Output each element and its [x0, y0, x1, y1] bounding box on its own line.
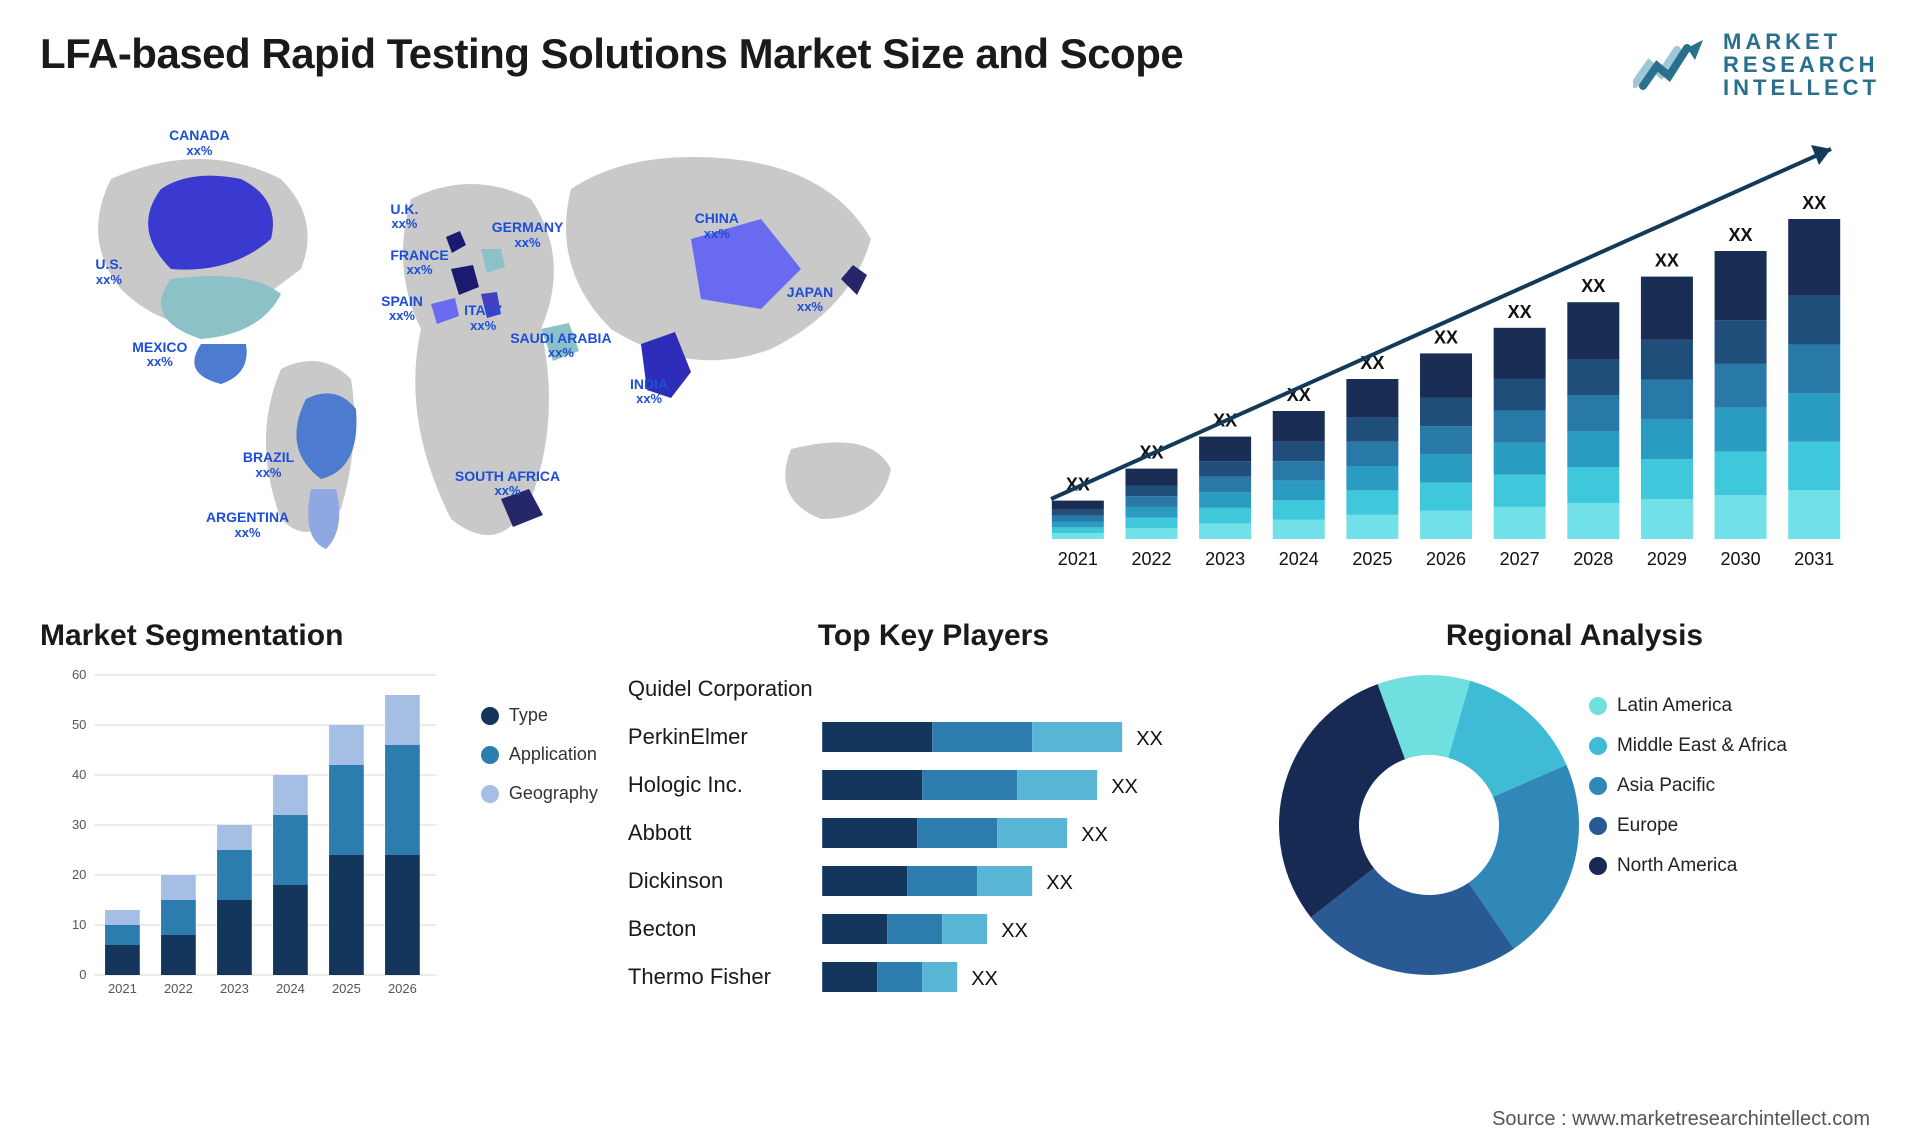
logo-line3: INTELLECT [1723, 76, 1880, 99]
regional-panel: Regional Analysis Latin America Middle Ea… [1269, 619, 1880, 1049]
map-label-japan: JAPANxx% [787, 285, 833, 315]
map-label-france: FRANCExx% [390, 248, 448, 278]
svg-text:30: 30 [72, 817, 86, 832]
svg-text:2023: 2023 [1205, 549, 1245, 569]
players-labels: Quidel CorporationPerkinElmerHologic Inc… [628, 665, 813, 1005]
svg-text:XX: XX [1655, 251, 1679, 271]
logo-line2: RESEARCH [1723, 53, 1880, 76]
svg-text:XX: XX [1136, 728, 1163, 750]
map-label-china: CHINAxx% [695, 211, 739, 241]
segmentation-chart: 0 10 20 30 40 50 60 2021 2022 2023 2024 2025 2026 [40, 665, 461, 1005]
player-becton: Becton [628, 905, 813, 953]
svg-text:2030: 2030 [1720, 549, 1760, 569]
regional-title: Regional Analysis [1269, 619, 1880, 653]
svg-text:2026: 2026 [388, 981, 417, 996]
player-dickinson: Dickinson [628, 857, 813, 905]
logo-line1: MARKET [1723, 30, 1880, 53]
logo-mark-icon [1633, 40, 1713, 90]
map-label-mexico: MEXICOxx% [132, 340, 187, 370]
region-latinamerica: Latin America [1589, 695, 1787, 717]
segmentation-legend: Type Application Geography [481, 665, 598, 1005]
players-chart: XX XX XX XX XX XX [813, 665, 1239, 1005]
map-label-india: INDIAxx% [630, 377, 668, 407]
bottom-row: Market Segmentation 0 10 20 30 40 50 60 2021 202… [40, 619, 1880, 1049]
svg-text:2021: 2021 [1058, 549, 1098, 569]
svg-text:20: 20 [72, 867, 86, 882]
svg-text:2024: 2024 [276, 981, 305, 996]
world-map: CANADAxx% U.S.xx% MEXICOxx% BRAZILxx% ARGENT… [40, 119, 962, 579]
map-label-italy: ITALYxx% [464, 303, 502, 333]
player-quidelcorporation: Quidel Corporation [628, 665, 813, 713]
svg-text:XX: XX [1581, 276, 1605, 296]
svg-text:2029: 2029 [1647, 549, 1687, 569]
player-perkinelmer: PerkinElmer [628, 713, 813, 761]
svg-text:XX: XX [1046, 872, 1073, 894]
svg-text:2022: 2022 [164, 981, 193, 996]
player-abbott: Abbott [628, 809, 813, 857]
svg-text:XX: XX [1111, 776, 1138, 798]
svg-text:XX: XX [1434, 328, 1458, 348]
brand-logo: MARKET RESEARCH INTELLECT [1633, 30, 1880, 99]
svg-text:2031: 2031 [1794, 549, 1834, 569]
svg-text:40: 40 [72, 767, 86, 782]
seg-legend-application: Application [481, 744, 598, 765]
segmentation-panel: Market Segmentation 0 10 20 30 40 50 60 2021 202… [40, 619, 598, 1049]
seg-legend-geography: Geography [481, 783, 598, 804]
map-label-southafrica: SOUTH AFRICAxx% [455, 469, 560, 499]
map-label-spain: SPAINxx% [381, 294, 423, 324]
logo-text: MARKET RESEARCH INTELLECT [1723, 30, 1880, 99]
map-label-brazil: BRAZILxx% [243, 450, 294, 480]
players-panel: Top Key Players Quidel CorporationPerkin… [628, 619, 1239, 1049]
svg-text:2025: 2025 [332, 981, 361, 996]
top-row: CANADAxx% U.S.xx% MEXICOxx% BRAZILxx% ARGENT… [40, 119, 1880, 579]
source-line: Source : www.marketresearchintellect.com [1492, 1108, 1870, 1131]
svg-text:XX: XX [1802, 193, 1826, 213]
svg-text:XX: XX [1508, 302, 1532, 322]
region-middleeastafrica: Middle East & Africa [1589, 735, 1787, 757]
regional-legend: Latin America Middle East & Africa Asia Pa… [1589, 665, 1787, 895]
map-label-saudiarabia: SAUDI ARABIAxx% [510, 331, 611, 361]
svg-text:XX: XX [1081, 824, 1108, 846]
svg-text:XX: XX [971, 968, 998, 990]
players-title: Top Key Players [628, 619, 1239, 653]
region-northamerica: North America [1589, 855, 1787, 877]
svg-text:10: 10 [72, 917, 86, 932]
svg-text:XX: XX [1001, 920, 1028, 942]
svg-text:2027: 2027 [1500, 549, 1540, 569]
svg-text:60: 60 [72, 667, 86, 682]
svg-text:XX: XX [1729, 225, 1753, 245]
svg-text:2022: 2022 [1131, 549, 1171, 569]
svg-text:2026: 2026 [1426, 549, 1466, 569]
regional-donut [1269, 665, 1589, 985]
svg-text:50: 50 [72, 717, 86, 732]
svg-text:2021: 2021 [108, 981, 137, 996]
svg-text:2023: 2023 [220, 981, 249, 996]
map-label-germany: GERMANYxx% [492, 220, 564, 250]
growth-svg: XX2021XX2022XX2023XX2024XX2025XX2026XX20… [1002, 119, 1880, 579]
segmentation-title: Market Segmentation [40, 619, 598, 653]
map-label-argentina: ARGENTINAxx% [206, 510, 289, 540]
map-label-uk: U.K.xx% [390, 202, 418, 232]
seg-legend-type: Type [481, 705, 598, 726]
svg-text:0: 0 [79, 967, 86, 982]
page-title: LFA-based Rapid Testing Solutions Market… [40, 30, 1183, 78]
svg-text:2024: 2024 [1279, 549, 1319, 569]
player-hologicinc: Hologic Inc. [628, 761, 813, 809]
region-europe: Europe [1589, 815, 1787, 837]
region-asiapacific: Asia Pacific [1589, 775, 1787, 797]
header: LFA-based Rapid Testing Solutions Market… [40, 30, 1880, 99]
growth-chart: XX2021XX2022XX2023XX2024XX2025XX2026XX20… [1002, 119, 1880, 579]
map-label-canada: CANADAxx% [169, 128, 230, 158]
player-thermofisher: Thermo Fisher [628, 953, 813, 1001]
svg-text:2025: 2025 [1352, 549, 1392, 569]
map-label-us: U.S.xx% [95, 257, 122, 287]
svg-text:2028: 2028 [1573, 549, 1613, 569]
